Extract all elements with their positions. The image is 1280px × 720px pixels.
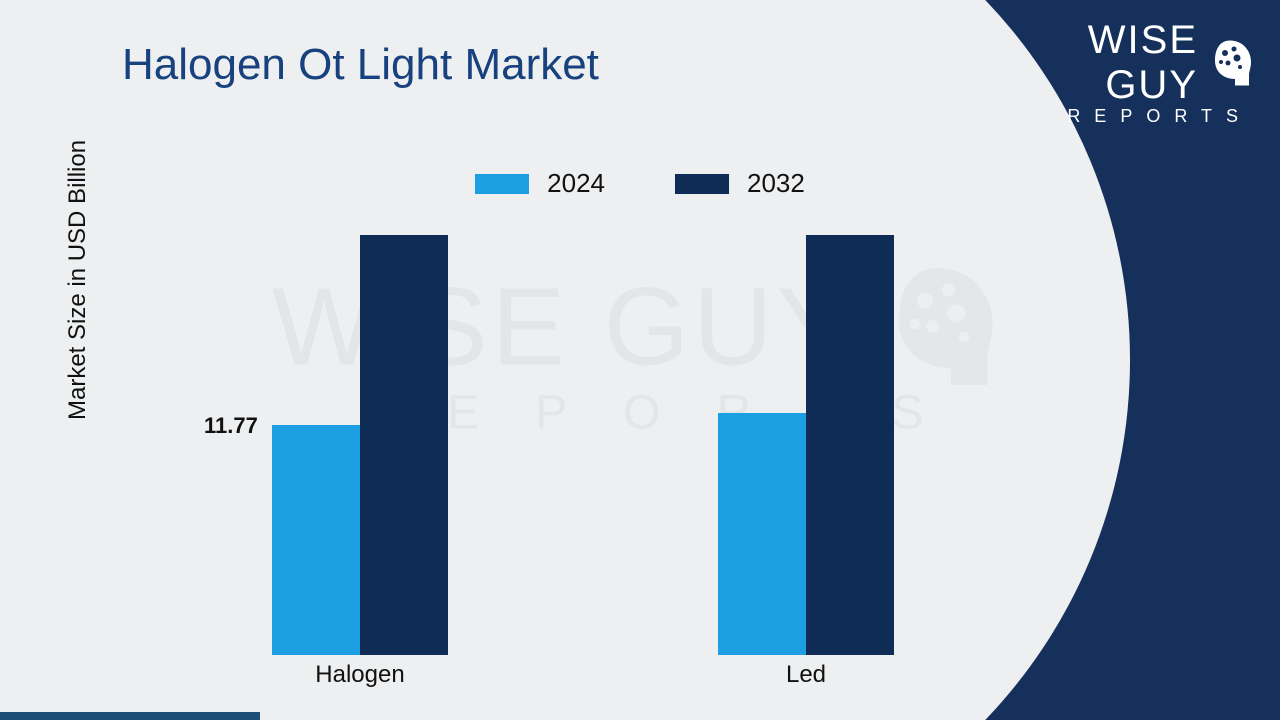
legend-label: 2032 — [747, 168, 805, 199]
x-axis-label: Led — [706, 655, 906, 689]
head-icon — [1204, 38, 1256, 88]
bottom-accent-bar — [0, 712, 260, 720]
x-axis-label: Halogen — [260, 655, 460, 689]
legend-label: 2024 — [547, 168, 605, 199]
bar — [718, 413, 806, 655]
logo-line2: REPORTS — [996, 106, 1256, 127]
brand-logo: WISE GUY REPORTS — [996, 18, 1256, 127]
legend: 2024 2032 — [0, 168, 1280, 199]
logo-line1: WISE GUY — [996, 18, 1198, 108]
legend-item-2024: 2024 — [475, 168, 605, 199]
bar — [272, 425, 360, 655]
plot-area: 11.77Halogen Led — [120, 225, 980, 655]
legend-swatch — [675, 174, 729, 194]
bar-group: 11.77Halogen — [272, 235, 448, 655]
chart-title: Halogen Ot Light Market — [122, 40, 599, 90]
bar — [806, 235, 894, 655]
legend-item-2032: 2032 — [675, 168, 805, 199]
bar-group: Led — [718, 235, 894, 655]
bar — [360, 235, 448, 655]
bar-value-label: 11.77 — [204, 413, 258, 439]
legend-swatch — [475, 174, 529, 194]
